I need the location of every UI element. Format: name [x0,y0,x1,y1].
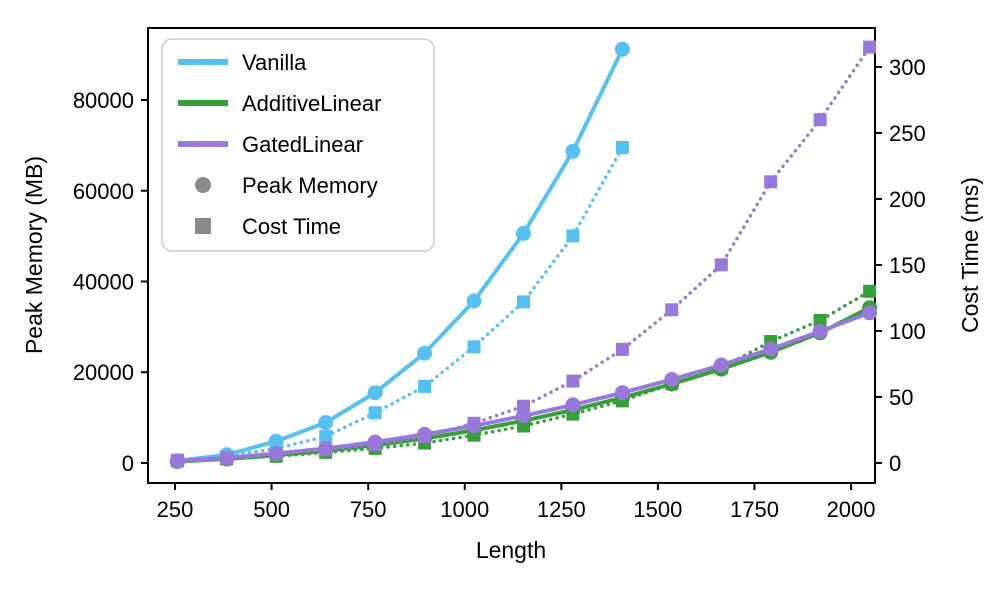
data-point-square [665,303,679,317]
data-point-circle [367,385,383,401]
data-point-square [418,430,432,443]
data-point-square [368,406,382,420]
data-point-square [566,229,580,243]
data-point-circle [516,225,531,241]
legend-entry-additivelinear: AdditiveLinear [178,91,381,116]
series-line [177,48,625,463]
data-point-square [517,419,530,433]
legend-entry-label: Peak Memory [242,173,378,198]
y-right-tick-label: 0 [889,451,901,476]
data-point-square [467,416,481,430]
data-point-circle [565,143,581,159]
series-line [175,45,872,463]
data-point-square [764,175,778,189]
data-point-square [615,141,629,154]
x-tick-label: 1250 [537,497,586,522]
y-left-tick-label: 60000 [73,179,134,204]
data-point-circle [565,397,581,413]
legend-square-marker-icon [195,218,211,234]
data-point-square [368,438,382,451]
data-point-square [863,40,877,54]
y-left-tick-label: 0 [122,451,134,476]
data-point-square [467,340,481,354]
y-left-tick-label: 40000 [73,269,134,294]
y-axis-label-left: Peak Memory (MB) [21,156,47,354]
data-point-square [517,399,530,413]
data-point-square [418,379,432,393]
x-axis-label: Length [476,537,546,563]
legend-entry-label: AdditiveLinear [242,91,381,116]
data-point-circle [812,323,828,339]
y-axis-label-right: Cost Time (ms) [957,177,983,333]
data-point-circle [713,357,729,373]
data-point-square [615,342,629,356]
data-point-square [269,447,283,461]
legend-entry-label: Vanilla [242,50,307,75]
y-left-tick-label: 20000 [73,360,134,385]
legend-entry-cost-time: Cost Time [195,214,341,239]
legend-circle-marker-icon [195,177,211,193]
data-point-square [170,453,184,467]
data-point-square [319,443,333,457]
data-point-circle [614,385,630,401]
plot-area-border [147,27,876,484]
series-line [175,289,872,463]
x-tick-label: 500 [253,497,290,522]
legend-entry-gatedlinear: GatedLinear [178,132,363,157]
axes-layer: 250 500 750 1000 1250 1500 1750 200002000040000… [73,27,926,522]
data-point-circle [318,415,334,431]
data-point-square [863,284,877,298]
x-tick-label: 750 [350,497,387,522]
data-point-square [517,295,530,309]
legend-entry-vanilla: Vanilla [178,50,307,75]
legend-entry-label: Cost Time [242,214,341,239]
data-point-square [220,451,234,465]
y-right-tick-label: 250 [889,121,926,146]
y-right-tick-label: 200 [889,187,926,212]
series-gatedlinear-cost-time [170,40,877,467]
legend: Vanilla AdditiveLinear GatedLinear Peak Mem… [161,38,435,252]
data-point-square [813,313,827,327]
data-point-circle [664,372,680,387]
data-point-square [319,430,333,443]
data-point-circle [466,293,482,309]
legend-box [161,38,435,252]
y-right-tick-label: 50 [889,385,913,410]
legend-entry-label: GatedLinear [242,132,363,157]
data-point-circle [614,41,630,57]
y-right-tick-label: 300 [889,55,926,80]
y-right-tick-label: 100 [889,319,926,344]
y-left-tick-label: 80000 [73,88,134,113]
data-point-square [813,113,827,127]
legend-entry-peak-memory: Peak Memory [195,173,378,198]
x-tick-label: 2000 [827,497,876,522]
data-point-circle [862,305,878,321]
data-point-circle [417,345,433,361]
series-layer [169,40,878,470]
x-tick-label: 1500 [633,497,682,522]
x-tick-label: 1750 [730,497,779,522]
data-point-square [714,258,728,272]
x-tick-label: 250 [157,497,194,522]
data-point-circle [763,341,779,357]
x-tick-label: 1000 [440,497,489,522]
y-right-tick-label: 150 [889,253,926,278]
data-point-square [566,374,580,388]
